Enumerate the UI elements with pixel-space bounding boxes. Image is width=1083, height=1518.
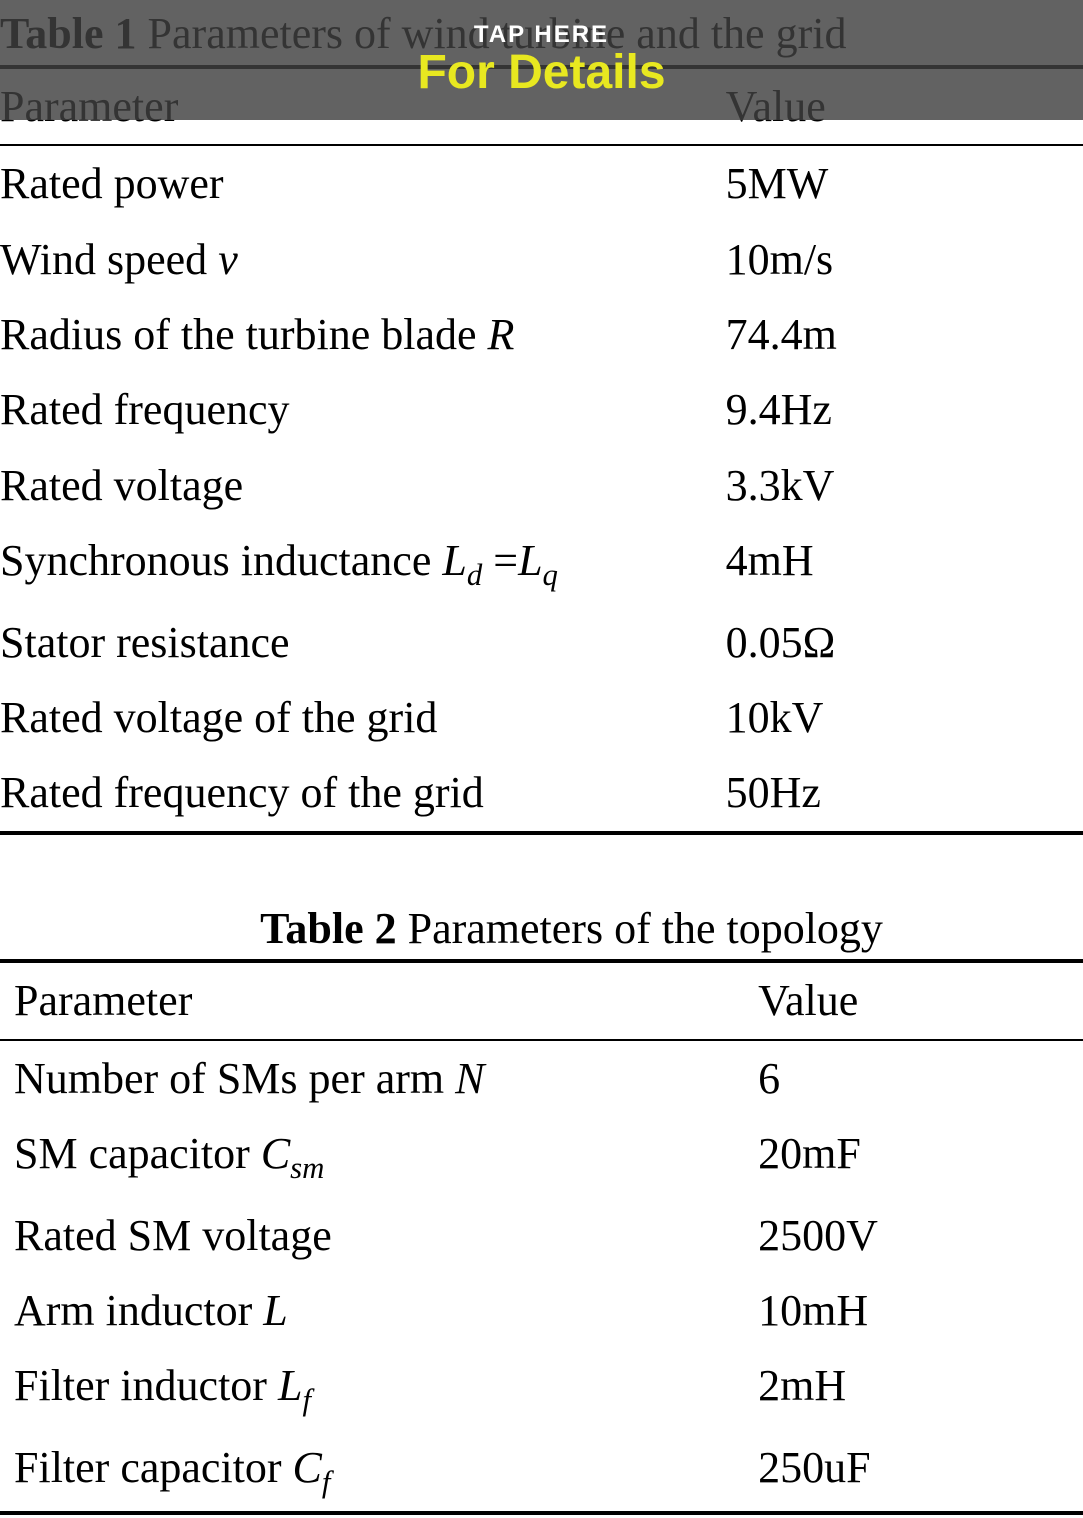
table-row: Rated frequency of the grid50Hz bbox=[0, 755, 1083, 832]
table-row: Filter inductor Lf2mH bbox=[0, 1348, 1083, 1429]
table-row: Number of SMs per arm N6 bbox=[0, 1040, 1083, 1116]
table-row: Rated power5MW bbox=[0, 145, 1083, 221]
value-cell: 5MW bbox=[726, 145, 1083, 221]
param-cell: SM capacitor Csm bbox=[0, 1116, 758, 1197]
table-row: Radius of the turbine blade R74.4m bbox=[0, 297, 1083, 372]
table2-wrapper: Table 2 Parameters of the topology Param… bbox=[0, 895, 1083, 1515]
table-row: Wind speed v10m/s bbox=[0, 222, 1083, 297]
table-row: Rated SM voltage2500V bbox=[0, 1198, 1083, 1273]
banner-line2: For Details bbox=[417, 49, 665, 97]
param-cell: Rated voltage of the grid bbox=[0, 680, 726, 755]
table-row: SM capacitor Csm20mF bbox=[0, 1116, 1083, 1197]
table1-body: Rated power5MWWind speed v10m/sRadius of… bbox=[0, 145, 1083, 832]
value-cell: 10mH bbox=[758, 1273, 1083, 1348]
param-cell: Rated voltage bbox=[0, 448, 726, 523]
param-cell: Filter capacitor Cf bbox=[0, 1430, 758, 1513]
value-cell: 2500V bbox=[758, 1198, 1083, 1273]
tap-here-banner[interactable]: TAP HERE For Details bbox=[0, 0, 1083, 120]
table-row: Stator resistance0.05Ω bbox=[0, 605, 1083, 680]
table2-caption-text: Parameters of the topology bbox=[397, 904, 883, 953]
table2-col-parameter: Parameter bbox=[0, 961, 758, 1039]
value-cell: 4mH bbox=[726, 523, 1083, 604]
value-cell: 250uF bbox=[758, 1430, 1083, 1513]
table-row: Synchronous inductance Ld =Lq4mH bbox=[0, 523, 1083, 604]
param-cell: Stator resistance bbox=[0, 605, 726, 680]
param-cell: Wind speed v bbox=[0, 222, 726, 297]
param-cell: Rated frequency bbox=[0, 372, 726, 447]
value-cell: 10kV bbox=[726, 680, 1083, 755]
value-cell: 2mH bbox=[758, 1348, 1083, 1429]
page-content: Table 1 Parameters of wind turbine and t… bbox=[0, 0, 1083, 1515]
table-row: Rated voltage3.3kV bbox=[0, 448, 1083, 523]
table-row: Rated voltage of the grid10kV bbox=[0, 680, 1083, 755]
value-cell: 74.4m bbox=[726, 297, 1083, 372]
value-cell: 9.4Hz bbox=[726, 372, 1083, 447]
table2-caption-label: Table 2 bbox=[260, 904, 397, 953]
value-cell: 10m/s bbox=[726, 222, 1083, 297]
table2: Parameter Value Number of SMs per arm N6… bbox=[0, 959, 1083, 1515]
value-cell: 3.3kV bbox=[726, 448, 1083, 523]
param-cell: Rated SM voltage bbox=[0, 1198, 758, 1273]
banner-line1: TAP HERE bbox=[474, 23, 609, 47]
table2-caption: Table 2 Parameters of the topology bbox=[0, 895, 1083, 960]
param-cell: Number of SMs per arm N bbox=[0, 1040, 758, 1116]
value-cell: 50Hz bbox=[726, 755, 1083, 832]
param-cell: Rated power bbox=[0, 145, 726, 221]
table-row: Rated frequency9.4Hz bbox=[0, 372, 1083, 447]
table2-body: Number of SMs per arm N6SM capacitor Csm… bbox=[0, 1040, 1083, 1513]
table1: Parameter Value Rated power5MWWind speed… bbox=[0, 65, 1083, 835]
table2-header-row: Parameter Value bbox=[0, 961, 1083, 1039]
param-cell: Radius of the turbine blade R bbox=[0, 297, 726, 372]
param-cell: Synchronous inductance Ld =Lq bbox=[0, 523, 726, 604]
table2-col-value: Value bbox=[758, 961, 1083, 1039]
param-cell: Arm inductor L bbox=[0, 1273, 758, 1348]
param-cell: Filter inductor Lf bbox=[0, 1348, 758, 1429]
table-row: Arm inductor L10mH bbox=[0, 1273, 1083, 1348]
value-cell: 0.05Ω bbox=[726, 605, 1083, 680]
param-cell: Rated frequency of the grid bbox=[0, 755, 726, 832]
table-row: Filter capacitor Cf250uF bbox=[0, 1430, 1083, 1513]
value-cell: 20mF bbox=[758, 1116, 1083, 1197]
value-cell: 6 bbox=[758, 1040, 1083, 1116]
